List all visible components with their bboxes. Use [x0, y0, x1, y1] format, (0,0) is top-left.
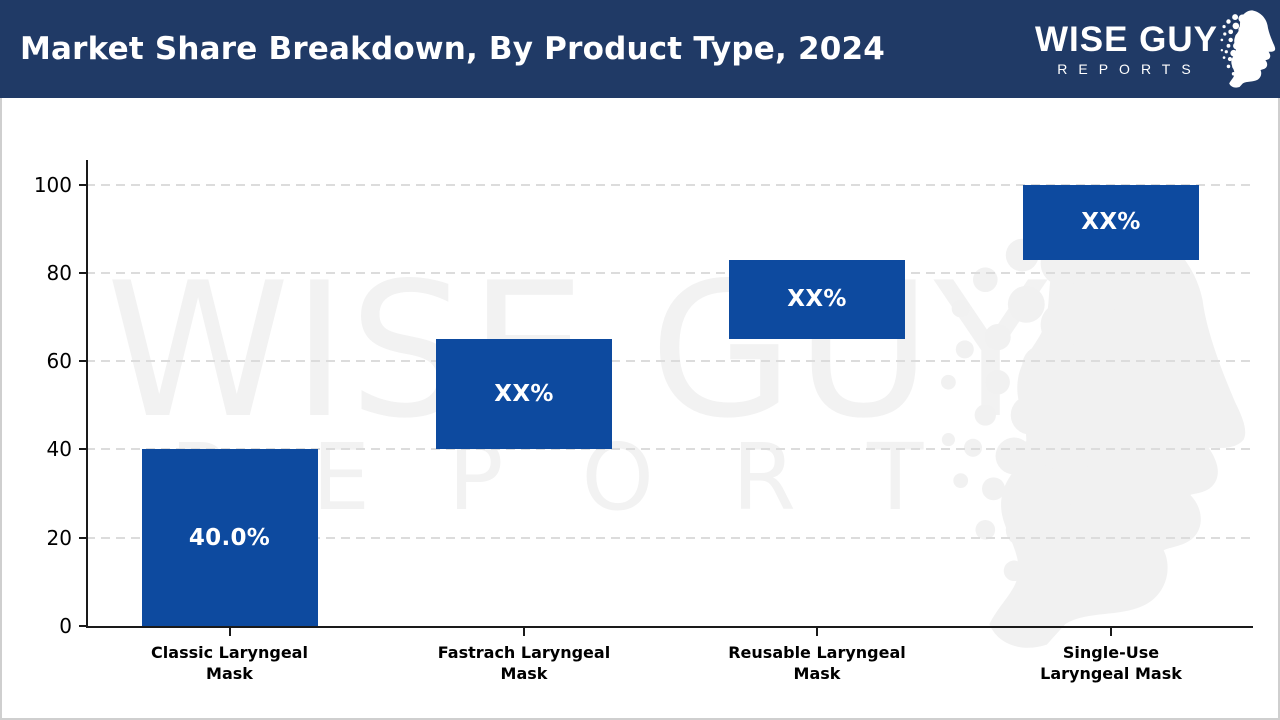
x-category-label: Reusable Laryngeal Mask: [728, 643, 906, 683]
y-gridline: [86, 536, 1253, 539]
y-tick-mark: [79, 625, 87, 627]
y-gridline: [86, 360, 1253, 363]
bar-segment: XX%: [729, 259, 905, 340]
y-tick-label: 20: [46, 525, 72, 550]
brand-logo: WISE GUY REPORTS: [1035, 4, 1278, 94]
bar-segment: XX%: [1023, 184, 1199, 260]
bar-value-label: 40.0%: [188, 524, 271, 551]
bar-segment: 40.0%: [141, 449, 318, 626]
y-tick-label: 60: [46, 349, 72, 374]
bar-value-label: XX%: [1081, 209, 1141, 236]
bar-value-label: XX%: [787, 286, 847, 313]
x-tick-mark: [228, 628, 231, 636]
y-tick-label: 0: [59, 614, 72, 638]
x-tick-mark: [1110, 628, 1112, 636]
plot-layer: 0 20 40 60 80 100 40.0% Classic Laryngeal Mask X…: [0, 98, 1280, 720]
y-tick-mark: [79, 360, 87, 363]
y-gridline: [86, 448, 1253, 451]
chart-area: WISE GUY REPORTS 0 20 40 60 80 100 40.0% Classi…: [0, 98, 1280, 720]
y-tick-mark: [79, 536, 87, 539]
brand-logo-text: WISE GUY REPORTS: [1035, 22, 1218, 77]
y-axis-spine: [86, 160, 88, 628]
x-category-label: Fastrach Laryngeal Mask: [437, 643, 611, 683]
x-category-label: Classic Laryngeal Mask: [151, 643, 308, 683]
y-tick-label: 40: [46, 437, 72, 462]
bar-value-label: XX%: [494, 381, 554, 408]
y-tick-label: 80: [46, 260, 72, 285]
x-tick-mark: [816, 628, 818, 636]
chart-title: Market Share Breakdown, By Product Type,…: [20, 31, 886, 67]
x-tick-mark: [523, 628, 525, 636]
x-axis-spine: [86, 626, 1253, 628]
y-tick-mark: [79, 448, 87, 451]
header: Market Share Breakdown, By Product Type,…: [0, 0, 1280, 98]
y-tick-label: 100: [33, 172, 72, 197]
y-gridline: [86, 183, 1253, 186]
y-tick-mark: [79, 271, 87, 274]
brand-name: WISE GUY: [1034, 19, 1218, 59]
brand-subtitle: REPORTS: [1057, 60, 1202, 77]
x-category-label: Single-Use Laryngeal Mask: [1040, 643, 1182, 683]
y-gridline: [86, 271, 1253, 274]
watermark-text-line2: REPORTS: [170, 424, 1138, 531]
y-tick-mark: [79, 183, 87, 186]
bar-segment: XX%: [436, 339, 612, 450]
